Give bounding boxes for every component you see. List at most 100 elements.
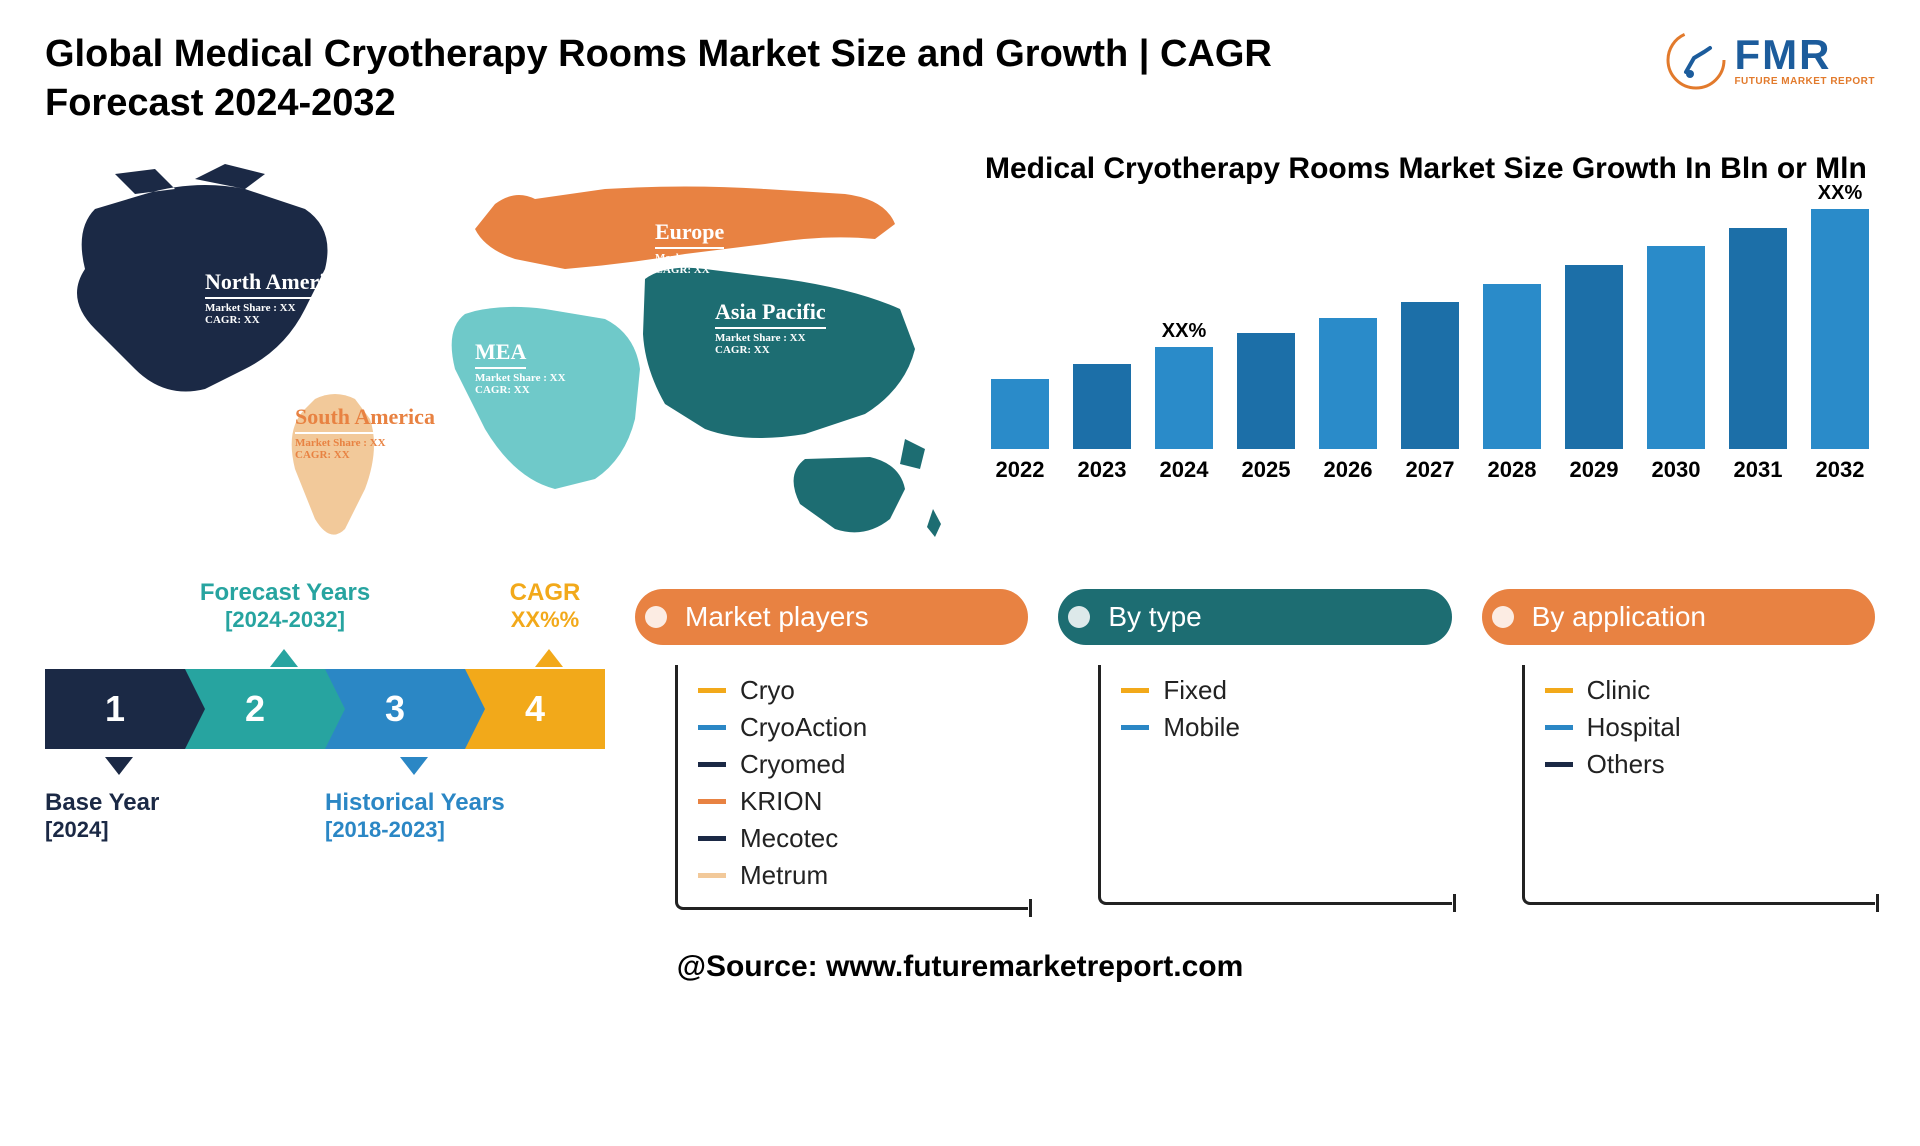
category-market-players: Market playersCryoCryoActionCryomedKRION…: [635, 589, 1028, 910]
region-cagr: CAGR: XX: [295, 449, 435, 461]
dash-icon: [1121, 688, 1149, 693]
bar-2031: 2031: [1723, 201, 1793, 483]
list-item: Fixed: [1121, 675, 1451, 706]
bar-2026: 2026: [1313, 291, 1383, 483]
list-item: Metrum: [698, 860, 1028, 891]
list-item: Mecotec: [698, 823, 1028, 854]
category-list: ClinicHospitalOthers: [1522, 665, 1875, 905]
list-item: CryoAction: [698, 712, 1028, 743]
base-year-label: Base Year: [45, 789, 205, 817]
item-label: KRION: [740, 786, 822, 817]
item-label: Metrum: [740, 860, 828, 891]
list-item: Cryomed: [698, 749, 1028, 780]
region-share: Market Share : XX: [715, 332, 826, 344]
list-item: Hospital: [1545, 712, 1875, 743]
bar-year-label: 2023: [1078, 457, 1127, 483]
region-name: Europe: [655, 219, 724, 249]
category-by-application: By applicationClinicHospitalOthers: [1482, 589, 1875, 910]
timeline: Forecast Years [2024-2032] CAGR XX%% 123…: [45, 589, 605, 910]
region-name: Asia Pacific: [715, 299, 826, 329]
category-title: By application: [1532, 601, 1706, 633]
item-label: Cryomed: [740, 749, 845, 780]
bar-rect: [991, 379, 1048, 449]
bar-year-label: 2030: [1652, 457, 1701, 483]
category-header: By type: [1058, 589, 1451, 645]
bar-2028: 2028: [1477, 257, 1547, 483]
region-cagr: CAGR: XX: [655, 264, 746, 276]
bar-2022: 2022: [985, 352, 1055, 483]
bar-rect: [1811, 209, 1868, 449]
region-label-asia-pacific: Asia Pacific Market Share : XXCAGR: XX: [715, 299, 826, 356]
bar-2023: 2023: [1067, 337, 1137, 483]
bar-year-label: 2025: [1242, 457, 1291, 483]
bar-rect: [1483, 284, 1540, 449]
dash-icon: [698, 762, 726, 767]
region-name: South America: [295, 404, 435, 434]
bar-top-label: XX%: [1162, 320, 1206, 343]
region-share: Market Share : XX: [295, 437, 435, 449]
fmr-logo: FMR FUTURE MARKET REPORT: [1666, 30, 1875, 90]
bar-rect: [1401, 302, 1458, 449]
bar-year-label: 2022: [996, 457, 1045, 483]
dash-icon: [1545, 725, 1573, 730]
cagr-label: CAGR: [485, 579, 605, 607]
dash-icon: [1545, 762, 1573, 767]
bar-year-label: 2031: [1734, 457, 1783, 483]
bar-year-label: 2028: [1488, 457, 1537, 483]
bullet-icon: [645, 606, 667, 628]
dash-icon: [698, 836, 726, 841]
bar-2027: 2027: [1395, 275, 1465, 483]
chart-title: Medical Cryotherapy Rooms Market Size Gr…: [985, 149, 1875, 188]
dash-icon: [698, 873, 726, 878]
logo-text: FMR: [1734, 34, 1875, 76]
item-label: Fixed: [1163, 675, 1227, 706]
region-label-mea: MEAMarket Share : XXCAGR: XX: [475, 339, 566, 396]
logo-subtitle: FUTURE MARKET REPORT: [1734, 76, 1875, 87]
region-cagr: CAGR: XX: [205, 314, 346, 326]
base-year-range: [2024]: [45, 817, 205, 843]
category-header: Market players: [635, 589, 1028, 645]
pointer-up-icon: [270, 649, 298, 667]
category-header: By application: [1482, 589, 1875, 645]
timeline-segment-2: 2: [185, 669, 325, 749]
historical-label: Historical Years: [325, 789, 545, 817]
bar-top-label: XX%: [1818, 182, 1862, 205]
bar-rect: [1073, 364, 1130, 449]
page-title: Global Medical Cryotherapy Rooms Market …: [45, 30, 1345, 129]
bar-rect: [1565, 265, 1622, 449]
category-by-type: By type Fixed Mobile: [1058, 589, 1451, 910]
region-label-north-america: North America Market Share : XXCAGR: XX: [205, 269, 346, 326]
region-share: Market Share : XX: [475, 372, 566, 384]
pointer-down-icon: [400, 757, 428, 775]
bar-year-label: 2026: [1324, 457, 1373, 483]
region-label-south-america: South America Market Share : XXCAGR: XX: [295, 404, 435, 461]
region-cagr: CAGR: XX: [715, 344, 826, 356]
item-label: Hospital: [1587, 712, 1681, 743]
bar-chart: Medical Cryotherapy Rooms Market Size Gr…: [985, 149, 1875, 549]
bar-2029: 2029: [1559, 238, 1629, 483]
dash-icon: [1545, 688, 1573, 693]
item-label: Mobile: [1163, 712, 1240, 743]
list-item: Clinic: [1545, 675, 1875, 706]
dash-icon: [698, 799, 726, 804]
bullet-icon: [1492, 606, 1514, 628]
region-share: Market Share : XX: [655, 252, 746, 264]
dash-icon: [1121, 725, 1149, 730]
historical-range: [2018-2023]: [325, 817, 545, 843]
category-list: CryoCryoActionCryomedKRIONMecotecMetrum: [675, 665, 1028, 910]
forecast-label: Forecast Years: [195, 579, 375, 607]
timeline-segment-3: 3: [325, 669, 465, 749]
list-item: Mobile: [1121, 712, 1451, 743]
region-label-europe: Europe Market Share : XXCAGR: XX: [655, 219, 746, 276]
region-name: MEA: [475, 339, 526, 369]
bar-rect: [1237, 333, 1294, 449]
bar-2024: XX%2024: [1149, 320, 1219, 483]
bar-2032: XX%2032: [1805, 182, 1875, 483]
source-attribution: @Source: www.futuremarketreport.com: [45, 950, 1875, 984]
pointer-down-icon: [105, 757, 133, 775]
region-share: Market Share : XX: [205, 302, 346, 314]
dash-icon: [698, 688, 726, 693]
timeline-segment-4: 4: [465, 669, 605, 749]
item-label: CryoAction: [740, 712, 867, 743]
region-name: North America: [205, 269, 346, 299]
